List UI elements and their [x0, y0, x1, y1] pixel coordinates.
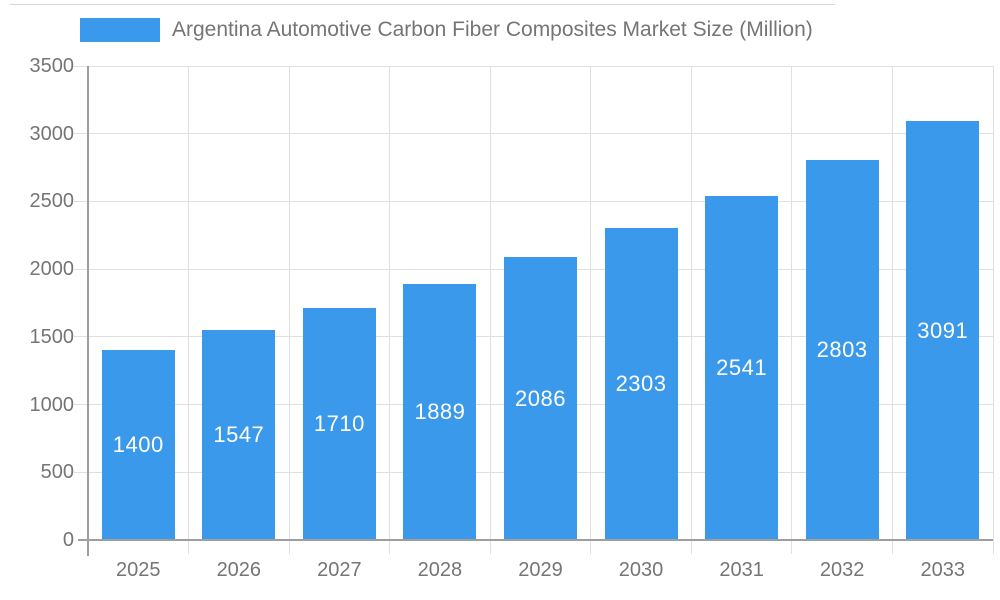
x-tick-label: 2028: [417, 559, 463, 581]
y-tick-label: 3500: [29, 55, 75, 77]
y-tick-label: 1500: [29, 325, 75, 348]
x-tick-label: 2032: [819, 559, 865, 581]
x-axis-line: [78, 539, 993, 541]
legend-item[interactable]: Argentina Automotive Carbon Fiber Compos…: [80, 18, 813, 42]
y-tick-label: 500: [40, 461, 74, 484]
x-tick-label: 2025: [116, 559, 161, 581]
v-gridline: [590, 66, 592, 554]
v-gridline: [992, 66, 994, 554]
bar[interactable]: 1710: [302, 308, 376, 540]
bar[interactable]: 1400: [101, 350, 175, 540]
v-gridline: [891, 66, 893, 554]
bar-value-label: 1710: [313, 411, 365, 436]
v-gridline: [188, 66, 190, 554]
legend-swatch: [80, 18, 160, 42]
bar[interactable]: 2303: [604, 228, 678, 540]
x-tick-label: 2033: [920, 559, 965, 581]
bar[interactable]: 2803: [805, 160, 879, 540]
v-gridline: [389, 66, 391, 554]
plot-area: 1400 1547 1710 1889 2086 2303 2541 2803 3091: [74, 65, 994, 556]
bar-value-label: 1547: [213, 422, 265, 447]
bar[interactable]: 2541: [705, 196, 779, 540]
x-tick-label: 2029: [518, 559, 563, 581]
legend-label: Argentina Automotive Carbon Fiber Compos…: [172, 18, 813, 41]
bar-value-label: 2541: [716, 355, 768, 380]
bar-value-label: 1400: [112, 432, 164, 457]
v-gridline: [489, 66, 491, 554]
y-tick-label: 3000: [29, 122, 75, 145]
h-gridline: [74, 133, 993, 135]
bar[interactable]: 3091: [906, 121, 980, 540]
y-axis-line: [87, 66, 89, 556]
v-gridline: [288, 66, 290, 554]
x-tick-label: 2027: [317, 559, 362, 581]
x-tick-label: 2026: [216, 559, 262, 581]
bar-value-label: 2303: [615, 371, 667, 396]
y-tick-label: 0: [62, 529, 74, 551]
bar-value-label: 2086: [515, 385, 566, 411]
bar[interactable]: 1547: [202, 330, 276, 540]
y-tick-label: 1000: [29, 393, 75, 416]
bar-value-label: 3091: [917, 317, 969, 343]
h-gridline: [74, 200, 993, 202]
y-tick-label: 2500: [29, 190, 75, 213]
x-tick-label: 2030: [618, 559, 664, 581]
x-tick-label: 2031: [719, 559, 764, 581]
top-border-line: [10, 4, 835, 5]
v-gridline: [791, 66, 793, 554]
bar-value-label: 1889: [414, 399, 466, 424]
bar[interactable]: 2086: [504, 257, 577, 540]
y-tick-label: 2000: [29, 258, 75, 281]
bar[interactable]: 1889: [403, 284, 477, 540]
h-gridline: [74, 65, 993, 67]
v-gridline: [690, 66, 692, 554]
bar-value-label: 2803: [816, 337, 868, 362]
